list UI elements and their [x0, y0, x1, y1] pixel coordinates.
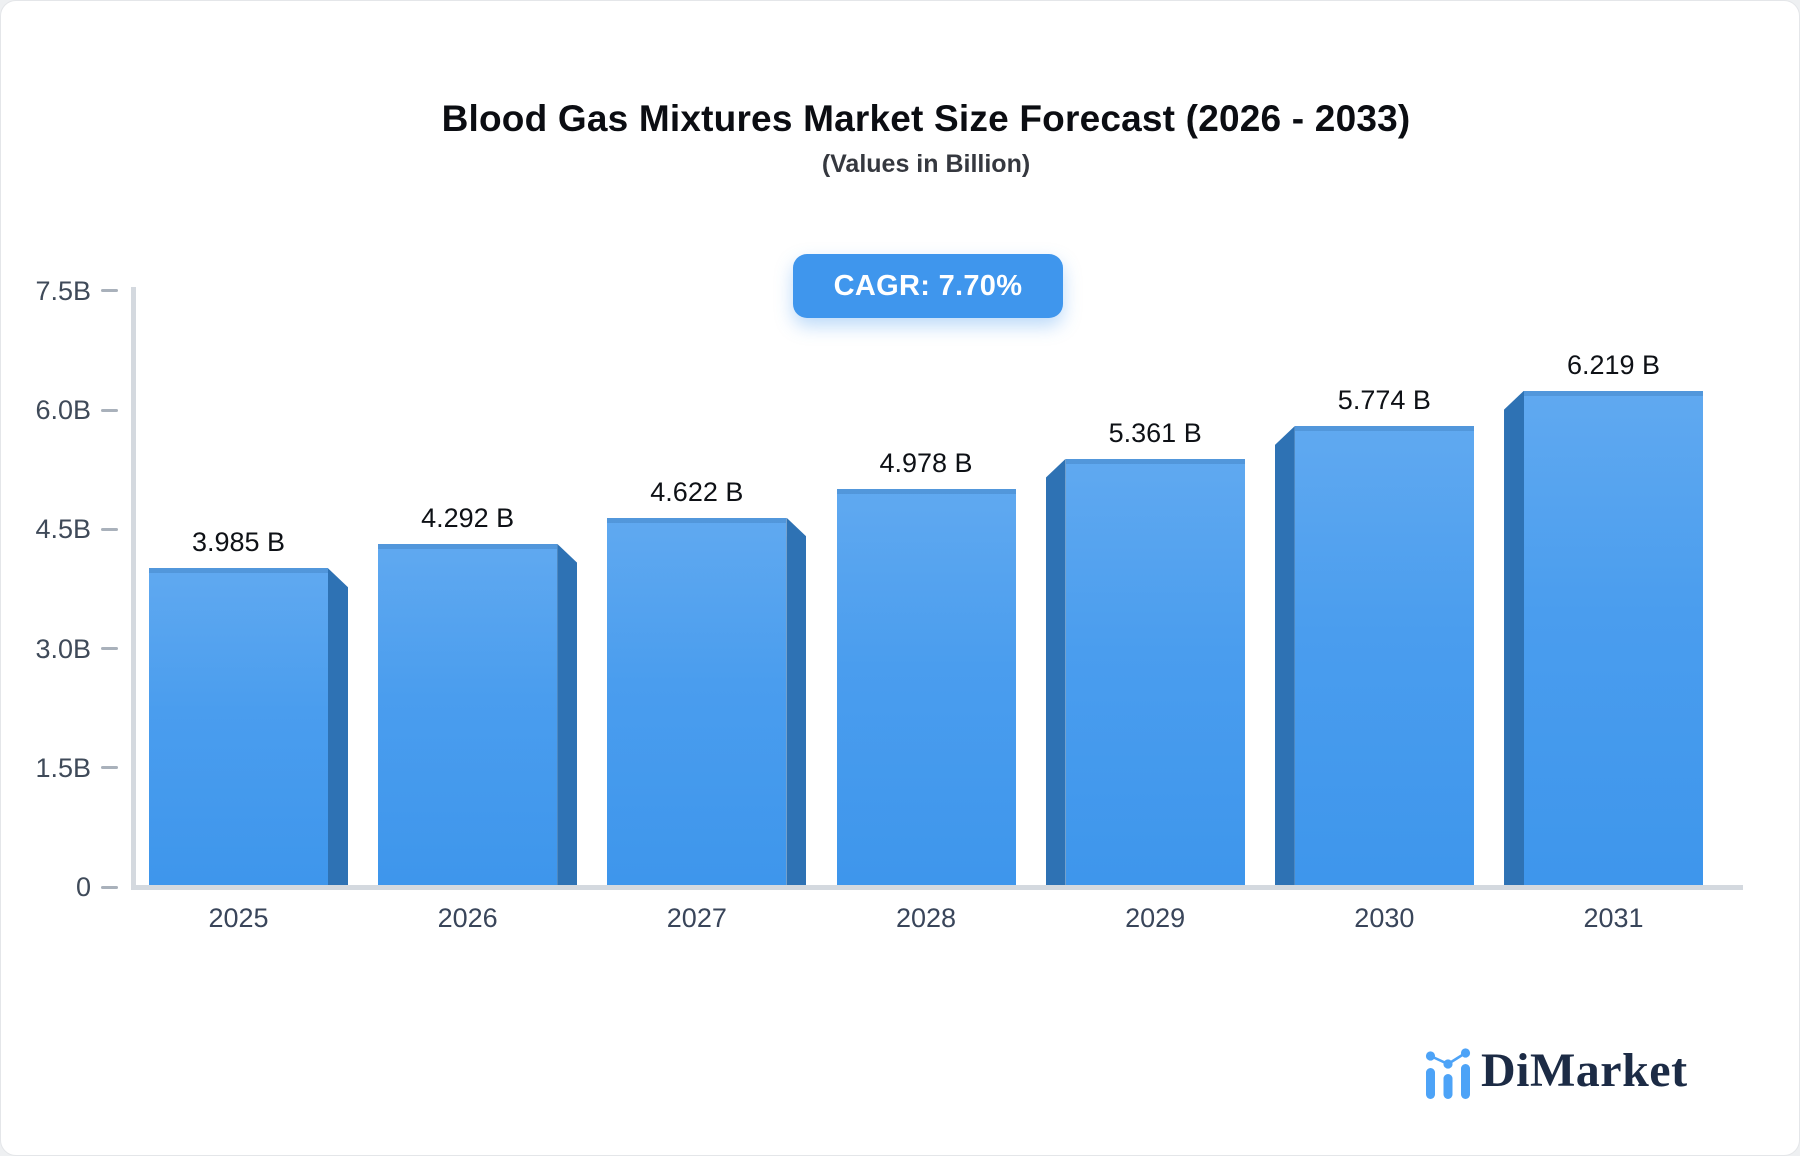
x-axis-baseline: [131, 885, 1743, 890]
x-axis-label-2026: 2026: [437, 903, 498, 933]
brand-logo: DiMarket: [1425, 1037, 1688, 1099]
bar-2028[interactable]: [836, 489, 1016, 885]
bar-2029[interactable]: [1065, 458, 1245, 885]
bar-top-edge: [1524, 390, 1704, 396]
chart-title: Blood Gas Mixtures Market Size Forecast …: [441, 98, 1411, 139]
x-axis-label-2025: 2025: [208, 903, 269, 933]
bar-2030[interactable]: [1294, 425, 1474, 885]
x-axis-label-2029: 2029: [1125, 903, 1186, 933]
bar-value-label-2030: 5.774 B: [1337, 384, 1431, 415]
bar-2026[interactable]: [378, 543, 558, 885]
bar-top-edge: [607, 517, 787, 523]
bar-value-label-2027: 4.622 B: [650, 476, 744, 507]
y-axis-line: [131, 287, 136, 890]
bar-value-label-2029: 5.361 B: [1108, 417, 1202, 448]
y-axis-tick-dash: [101, 289, 118, 293]
bar-top-edge: [1065, 458, 1245, 464]
bar-3d-side-2030: [1274, 425, 1295, 885]
bar-2025[interactable]: [149, 568, 328, 885]
bar-chart-sparkline-icon: [1425, 1048, 1471, 1099]
bar-3d-side-2025: [328, 568, 348, 885]
bar-value-label-2026: 4.292 B: [421, 502, 515, 533]
y-axis-tick-label: 0: [75, 872, 91, 902]
bar-top-edge: [378, 543, 558, 549]
bar-3d-side-2031: [1504, 390, 1525, 885]
bar-2031[interactable]: [1524, 390, 1704, 885]
bar-value-label-2025: 3.985 B: [191, 527, 286, 558]
bar-value-label-2028: 4.978 B: [879, 448, 973, 479]
x-axis-label-2028: 2028: [895, 903, 957, 933]
y-axis-tick-label: 7.5B: [35, 275, 91, 306]
y-axis-tick-dash: [101, 408, 118, 412]
bar-3d-side-2027: [786, 517, 807, 885]
bar-2027[interactable]: [607, 517, 787, 885]
bar-top-edge: [149, 568, 328, 574]
y-axis-tick-dash: [101, 647, 118, 650]
x-axis-label-2027: 2027: [666, 903, 727, 933]
bar-3d-side-2029: [1045, 458, 1066, 885]
y-axis-tick-label: 3.0B: [35, 633, 91, 664]
x-axis-label-2031: 2031: [1583, 903, 1644, 933]
y-axis-tick-label: 6.0B: [35, 395, 91, 425]
bar-top-edge: [836, 489, 1016, 495]
y-axis-tick-dash: [101, 766, 118, 770]
y-axis-tick-label: 1.5B: [35, 752, 91, 783]
cagr-badge: CAGR: 7.70%: [793, 254, 1063, 318]
bar-top-edge: [1294, 425, 1474, 431]
bar-3d-side-2026: [557, 543, 578, 885]
y-axis-tick-label: 4.5B: [35, 514, 91, 545]
bar-value-label-2031: 6.219 B: [1566, 349, 1661, 380]
y-axis-tick-dash: [101, 885, 118, 889]
chart-subtitle: (Values in Billion): [821, 150, 1031, 178]
y-axis-tick-dash: [101, 527, 118, 531]
brand-logo-text: DiMarket: [1481, 1044, 1688, 1097]
x-axis-label-2030: 2030: [1354, 903, 1415, 933]
